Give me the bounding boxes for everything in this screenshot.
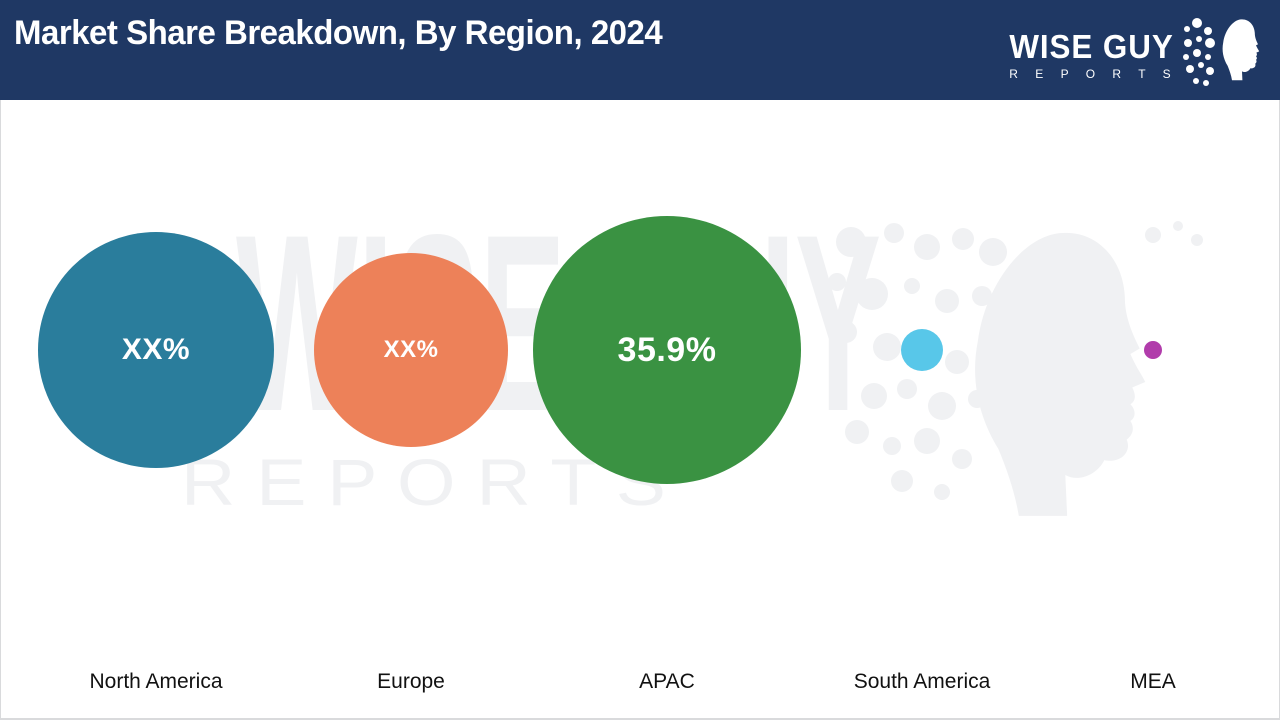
category-label-apac: APAC [639, 670, 695, 693]
header-bar: Market Share Breakdown, By Region, 2024 … [0, 0, 1280, 100]
brand-text: WISE GUY R E P O R T S [1005, 30, 1178, 81]
brand-name: WISE GUY [1009, 27, 1174, 65]
brand-subtitle: R E P O R T S [1009, 66, 1178, 81]
bubble-south-america [901, 329, 943, 371]
bubble-value-europe: XX% [383, 336, 439, 363]
bubble-north-america: XX% [38, 232, 274, 468]
category-label-mea: MEA [1130, 670, 1176, 693]
bubble-value-apac: 35.9% [617, 330, 717, 369]
category-label-south-america: South America [853, 670, 991, 693]
bubble-europe: XX% [314, 253, 508, 447]
page-title: Market Share Breakdown, By Region, 2024 [14, 14, 663, 52]
category-label-north-america: North America [89, 670, 223, 693]
chart-area: WISE GUY R E P O R T S XX% XX% 35.9% [0, 100, 1280, 720]
category-label-europe: Europe [377, 670, 445, 693]
brand-logo: WISE GUY R E P O R T S [1005, 16, 1262, 94]
dotted-head-profile-icon [1183, 18, 1260, 86]
bubble-apac: 35.9% [533, 216, 801, 484]
bubble-value-north-america: XX% [121, 333, 191, 366]
bubble-mea [1144, 341, 1162, 359]
